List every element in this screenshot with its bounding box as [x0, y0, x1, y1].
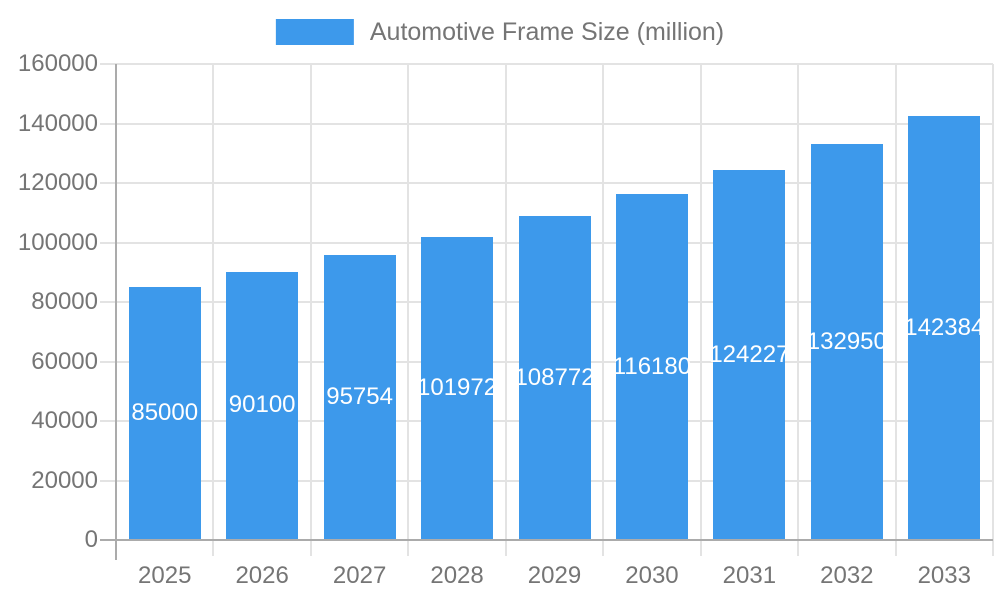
x-tick-label: 2026	[235, 562, 289, 589]
bar	[421, 236, 494, 539]
x-tick-label: 2033	[917, 562, 971, 589]
x-gridline	[992, 64, 994, 556]
bar-value-label: 95754	[326, 383, 393, 411]
bar	[323, 255, 396, 539]
bar-value-label: 116180	[612, 352, 692, 380]
legend-label: Automotive Frame Size (million)	[369, 18, 725, 46]
x-gridline	[797, 64, 800, 556]
bar-value-label: 101972	[417, 373, 498, 401]
y-tick-label: 100000	[17, 228, 98, 256]
x-tick-label: 2025	[138, 562, 192, 589]
bar-value-label: 90100	[228, 391, 296, 419]
x-tick-label: 2031	[722, 562, 777, 589]
y-tick-label: 0	[84, 526, 98, 553]
x-gridline	[212, 64, 215, 556]
y-tick-label: 60000	[31, 347, 98, 375]
x-tick-label: 2032	[820, 562, 874, 589]
bar	[713, 170, 786, 539]
y-gridline	[100, 122, 993, 125]
y-tick-label: 160000	[17, 50, 98, 77]
y-tick-label: 120000	[17, 169, 98, 196]
y-tick-label: 20000	[31, 466, 98, 494]
legend-swatch-icon	[275, 19, 354, 45]
bar-value-label: 124227	[709, 340, 790, 368]
x-tick-label: 2027	[332, 562, 387, 589]
bar	[518, 216, 591, 539]
bar-value-label: 142384	[904, 313, 985, 341]
bar-value-label: 108772	[514, 363, 595, 391]
x-gridline	[407, 64, 410, 556]
x-gridline	[602, 64, 605, 556]
x-axis-line	[100, 539, 993, 541]
x-gridline	[699, 64, 702, 556]
x-tick-label: 2029	[527, 562, 582, 589]
bar	[908, 116, 981, 539]
bar-value-label: 85000	[131, 399, 199, 427]
y-axis-line	[115, 64, 117, 560]
bar	[226, 271, 299, 539]
y-gridline	[100, 63, 993, 65]
x-tick-label: 2030	[625, 562, 679, 589]
y-gridline	[100, 182, 993, 184]
legend-item[interactable]: Automotive Frame Size (million)	[275, 18, 725, 46]
bar	[128, 287, 201, 539]
y-tick-label: 80000	[31, 288, 98, 315]
bar	[810, 144, 883, 539]
x-gridline	[894, 64, 897, 556]
y-tick-label: 40000	[31, 407, 98, 434]
bar-value-label: 132950	[806, 327, 887, 355]
x-tick-label: 2028	[430, 562, 484, 589]
x-gridline	[504, 64, 507, 556]
x-gridline	[309, 64, 312, 556]
bar	[615, 194, 688, 539]
y-tick-label: 140000	[17, 109, 98, 137]
